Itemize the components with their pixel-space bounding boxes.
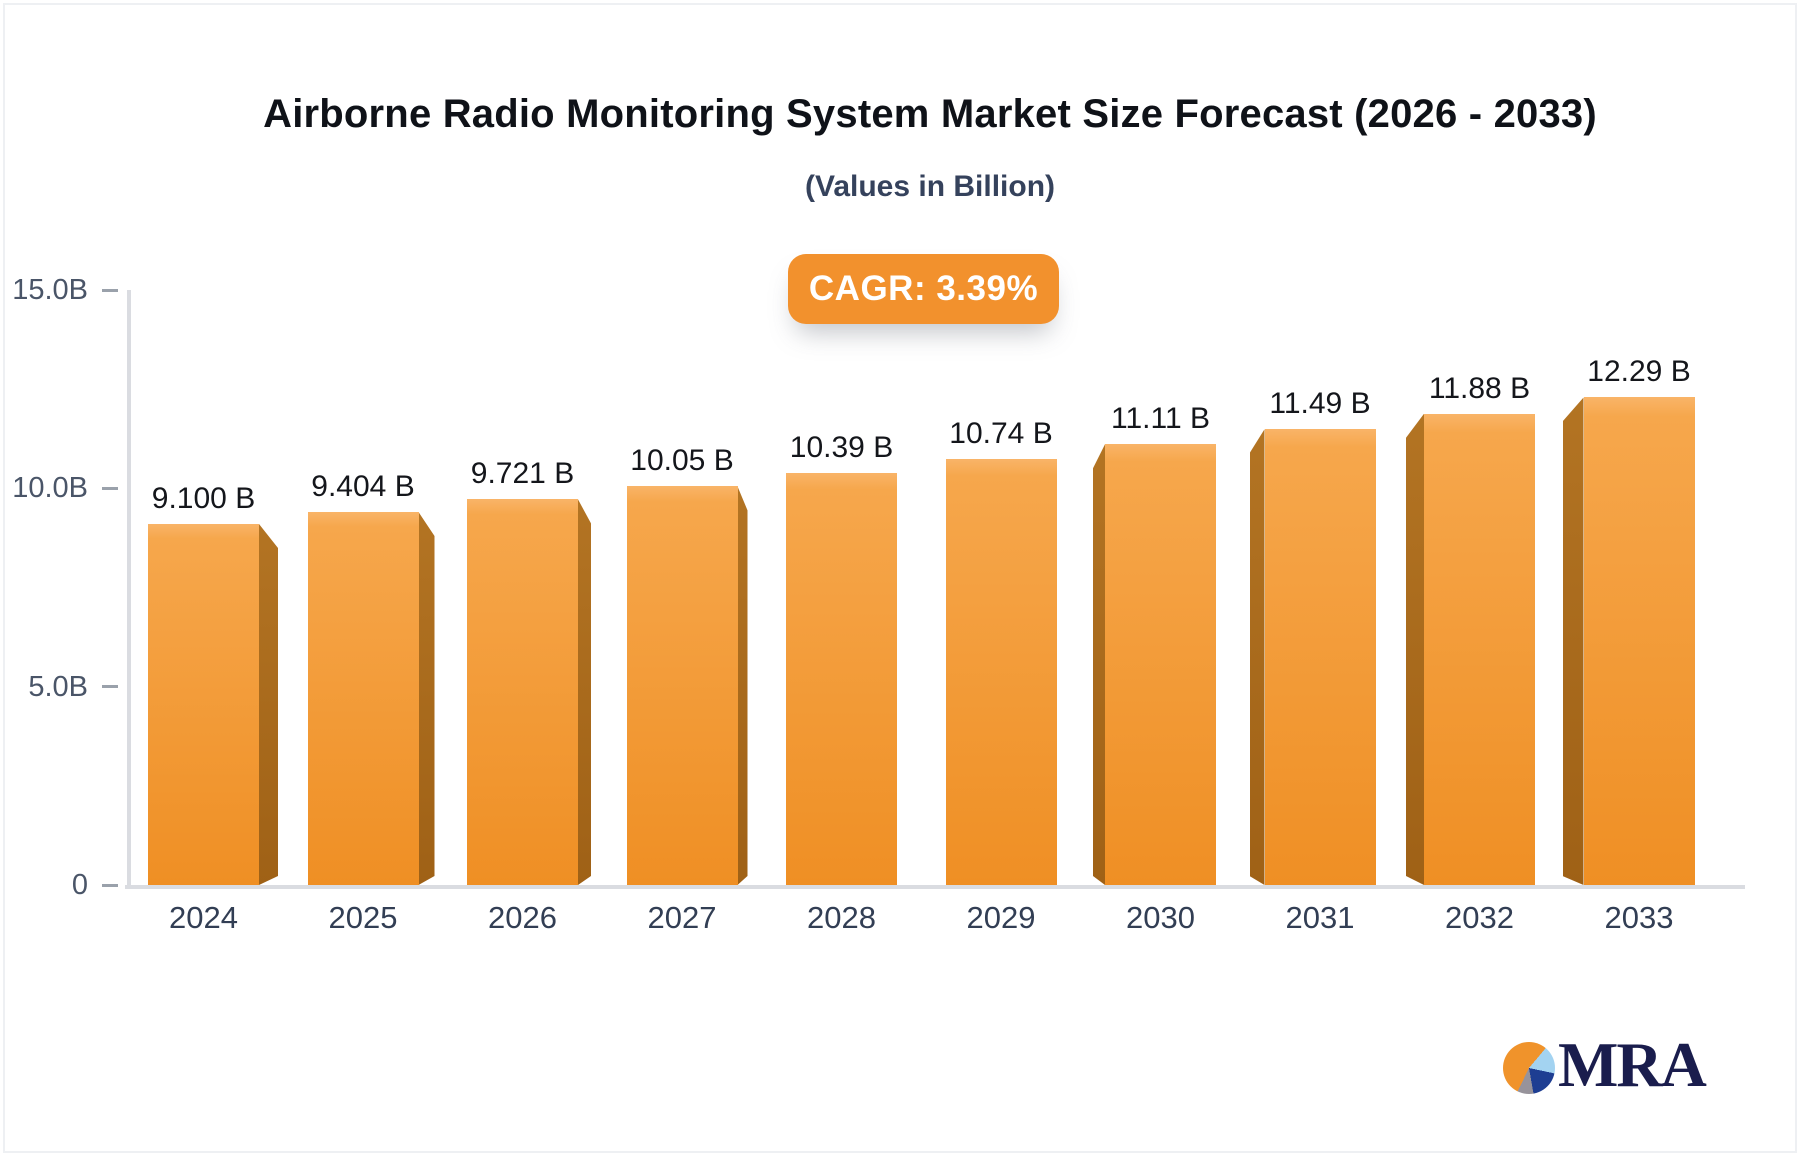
bar-face: [945, 458, 1057, 885]
bar-face: [1105, 444, 1216, 885]
x-axis-label-2032: 2032: [1445, 900, 1514, 935]
y-axis-tick: [102, 883, 118, 887]
bar-side-3d: [1093, 444, 1105, 885]
bar-face: [1583, 397, 1695, 885]
bar-2027: 10.05 B: [626, 444, 748, 885]
cagr-badge: CAGR: 3.39%: [788, 254, 1059, 324]
y-axis-tick-label: 5.0B: [28, 670, 88, 703]
bar-2024: 9.100 B: [148, 482, 278, 885]
mra-logo-text: MRA: [1558, 1029, 1707, 1100]
x-axis-label-2025: 2025: [328, 900, 398, 935]
x-axis-baseline: [125, 885, 1745, 889]
bar-side-3d: [419, 512, 435, 885]
x-axis-label-2029: 2029: [966, 900, 1036, 935]
x-axis-label-2033: 2033: [1604, 900, 1674, 935]
bar-side-3d: [1250, 429, 1265, 885]
chart-subtitle: (Values in Billion): [804, 170, 1056, 203]
cagr-badge-label: CAGR: 3.39%: [808, 269, 1039, 308]
bar-2025: 9.404 B: [307, 470, 435, 885]
bar-value-label: 12.29 B: [1587, 355, 1691, 389]
y-axis-tick: [102, 486, 118, 490]
y-axis-tick: [102, 685, 118, 689]
bar-face: [307, 511, 419, 885]
bar-value-label: 9.404 B: [311, 469, 415, 503]
x-axis-label-2024: 2024: [169, 900, 238, 935]
bar-value-label: 9.100 B: [151, 482, 256, 516]
bar-face: [786, 472, 897, 885]
bar-value-label: 9.721 B: [470, 457, 575, 491]
y-axis-tick-label: 15.0B: [12, 274, 88, 306]
bar-face: [467, 499, 578, 885]
bar-2029: 10.74 B: [945, 417, 1057, 885]
bar-side-3d: [1563, 397, 1584, 885]
bar-2030: 11.11 B: [1093, 402, 1216, 885]
bar-2031: 11.49 B: [1250, 387, 1376, 885]
pie-chart-icon: [1503, 1042, 1555, 1094]
x-axis-label-2028: 2028: [807, 900, 876, 935]
x-axis-label-2026: 2026: [488, 900, 557, 935]
bar-side-3d: [259, 524, 278, 885]
bar-2032: 11.88 B: [1406, 372, 1535, 885]
bar-value-label: 10.39 B: [789, 430, 894, 464]
bar-value-label: 10.74 B: [949, 416, 1053, 450]
x-axis-label-2030: 2030: [1126, 900, 1195, 935]
bar-face: [626, 486, 738, 885]
y-axis-tick-label: 10.0B: [12, 472, 88, 505]
bar-face: [1424, 413, 1535, 885]
bar-side-3d: [1406, 414, 1424, 885]
bar-face: [148, 524, 259, 885]
bar-side-3d: [738, 486, 748, 885]
bar-value-label: 11.88 B: [1428, 371, 1531, 405]
y-axis-line: [127, 290, 131, 889]
bar-value-label: 10.05 B: [630, 444, 734, 478]
y-axis-tick-label: 0: [71, 869, 88, 901]
y-axis-tick: [102, 288, 118, 292]
x-axis-label-2027: 2027: [647, 900, 717, 935]
mra-logo: MRA: [1503, 1029, 1707, 1100]
bar-value-label: 11.49 B: [1269, 387, 1371, 421]
bar-2026: 9.721 B: [467, 457, 591, 885]
bar-value-label: 11.11 B: [1111, 402, 1210, 436]
bar-2033: 12.29 B: [1563, 355, 1695, 885]
chart-title: Airborne Radio Monitoring System Market …: [263, 92, 1597, 136]
bar-side-3d: [578, 499, 591, 885]
bar-2028: 10.39 B: [786, 431, 897, 885]
x-axis-label-2031: 2031: [1285, 900, 1355, 935]
bar-face: [1264, 429, 1376, 885]
